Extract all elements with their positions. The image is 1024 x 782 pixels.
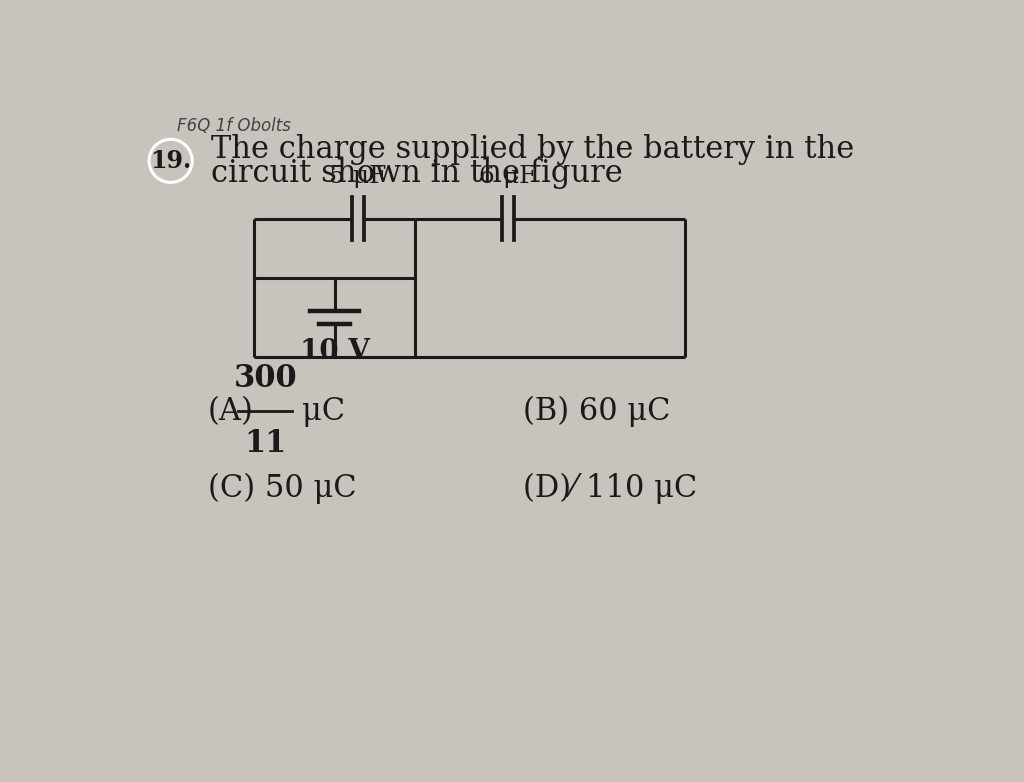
Text: μC: μC [302,396,345,426]
Text: F6Q 1f Obolts: F6Q 1f Obolts [177,117,291,135]
Text: (B) 60 μC: (B) 60 μC [523,396,671,427]
Text: 11: 11 [244,428,287,459]
Text: (D)⁄ 110 μC: (D)⁄ 110 μC [523,472,697,504]
Text: 10 V: 10 V [300,339,370,365]
Text: The charge supplied by the battery in the: The charge supplied by the battery in th… [211,134,855,165]
Text: 6 μF: 6 μF [479,165,537,188]
Text: 5 μF: 5 μF [329,165,386,188]
Text: (A): (A) [208,396,253,426]
Text: (C) 50 μC: (C) 50 μC [208,472,356,504]
Text: 19.: 19. [151,149,191,173]
Text: circuit shown in the figure: circuit shown in the figure [211,159,624,189]
Text: 300: 300 [233,363,297,394]
